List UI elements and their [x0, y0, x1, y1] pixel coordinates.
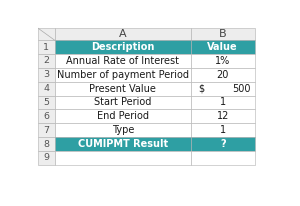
Text: 1%: 1%: [215, 56, 230, 66]
Bar: [38, 54, 55, 68]
Text: End Period: End Period: [97, 111, 149, 121]
Bar: [38, 68, 55, 82]
Text: 5: 5: [43, 98, 49, 107]
Text: Number of payment Period: Number of payment Period: [57, 70, 189, 80]
Bar: [38, 151, 55, 165]
Text: 6: 6: [43, 112, 49, 121]
Text: Value: Value: [207, 42, 238, 52]
Bar: [38, 82, 55, 96]
Text: $: $: [198, 84, 204, 94]
Bar: [55, 109, 191, 123]
Bar: [38, 109, 55, 123]
Text: 1: 1: [220, 97, 226, 108]
Text: B: B: [219, 29, 226, 39]
Bar: [55, 151, 191, 165]
Text: 12: 12: [217, 111, 229, 121]
Bar: [55, 137, 191, 151]
Bar: [55, 40, 191, 54]
Bar: [191, 151, 254, 165]
Text: 500: 500: [232, 84, 250, 94]
Bar: [55, 54, 191, 68]
Text: ?: ?: [220, 139, 226, 149]
Bar: [38, 40, 55, 54]
Bar: [191, 137, 254, 151]
Bar: [191, 82, 254, 96]
Bar: [191, 109, 254, 123]
Text: Type: Type: [112, 125, 134, 135]
Text: A: A: [119, 29, 127, 39]
Text: 1: 1: [220, 125, 226, 135]
Text: CUMIPMT Result: CUMIPMT Result: [78, 139, 168, 149]
Bar: [191, 123, 254, 137]
Text: 9: 9: [43, 153, 49, 162]
Text: Start Period: Start Period: [94, 97, 152, 108]
Text: 8: 8: [43, 140, 49, 149]
Text: 20: 20: [217, 70, 229, 80]
Bar: [191, 40, 254, 54]
Text: 3: 3: [43, 70, 49, 79]
Bar: [38, 123, 55, 137]
Bar: [191, 96, 254, 109]
Bar: [55, 82, 191, 96]
Text: Description: Description: [91, 42, 154, 52]
Bar: [191, 68, 254, 82]
Bar: [191, 28, 254, 40]
Bar: [38, 137, 55, 151]
Bar: [191, 54, 254, 68]
Bar: [55, 68, 191, 82]
Bar: [55, 123, 191, 137]
Bar: [55, 28, 191, 40]
Text: 7: 7: [43, 126, 49, 135]
Text: Present Value: Present Value: [89, 84, 156, 94]
Text: 1: 1: [43, 43, 49, 52]
Bar: [38, 96, 55, 109]
Bar: [38, 28, 55, 40]
Bar: [55, 96, 191, 109]
Text: 4: 4: [43, 84, 49, 93]
Text: 2: 2: [43, 56, 49, 66]
Text: Annual Rate of Interest: Annual Rate of Interest: [66, 56, 179, 66]
